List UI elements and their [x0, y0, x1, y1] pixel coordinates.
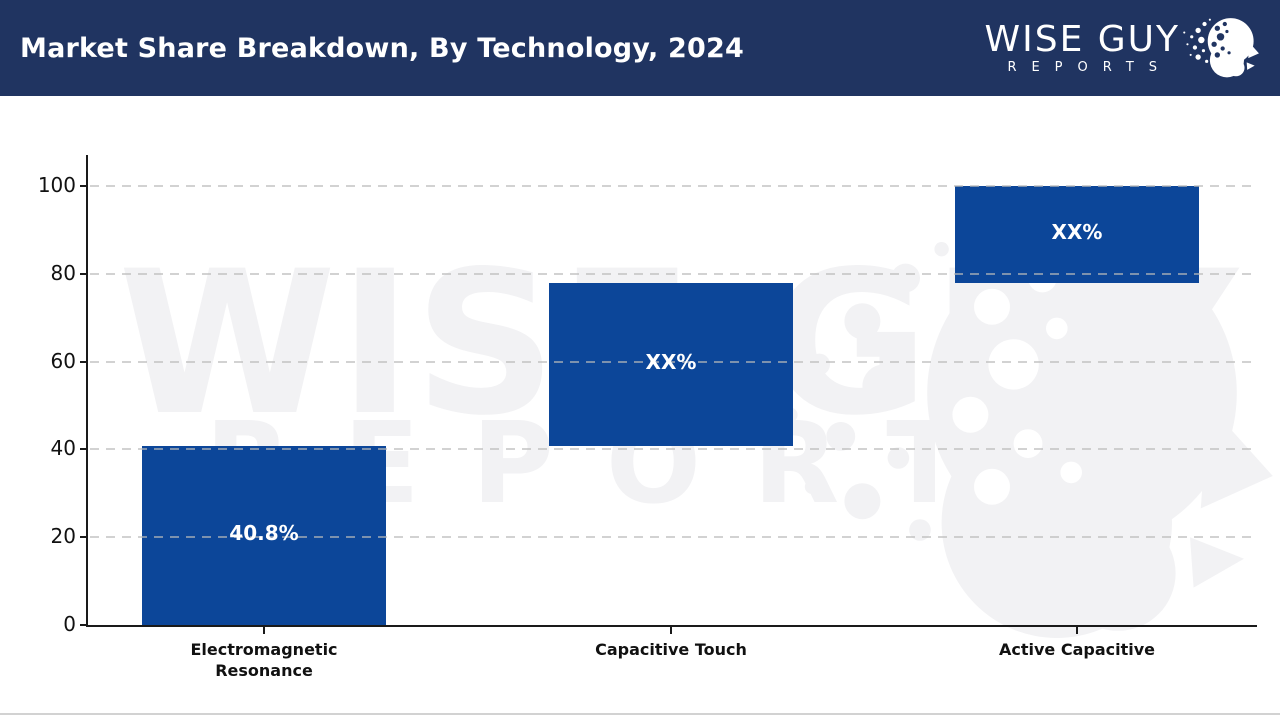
bar-segment — [142, 445, 386, 625]
y-tick-label: 20 — [50, 524, 76, 549]
x-axis-category-label: Capacitive Touch — [595, 640, 747, 659]
bar-value-label: XX% — [1051, 220, 1103, 245]
y-gridline — [90, 360, 1257, 363]
brand-wordmark: WISE GUY REPORTS — [985, 21, 1181, 74]
x-axis-category-label: Electromagnetic Resonance — [190, 640, 338, 680]
x-tick — [670, 627, 672, 634]
y-gridline — [90, 272, 1257, 275]
y-tick — [80, 185, 88, 187]
bar-segment — [955, 186, 1199, 283]
y-axis-line — [86, 155, 88, 627]
header-bar: Market Share Breakdown, By Technology, 2… — [0, 0, 1280, 96]
y-gridline — [90, 448, 1257, 451]
brand-name: WISE GUY — [984, 19, 1180, 61]
y-gridline — [90, 536, 1257, 539]
x-tick — [1076, 627, 1078, 634]
y-tick-label: 80 — [50, 260, 76, 285]
y-gridline — [90, 185, 1257, 187]
y-tick-label: 100 — [37, 173, 76, 197]
y-tick — [80, 272, 88, 275]
bar-segment — [549, 282, 793, 446]
y-tick-label: 40 — [50, 436, 76, 461]
bar-value-label: XX% — [645, 350, 697, 375]
x-tick — [263, 627, 265, 634]
chart-title: Market Share Breakdown, By Technology, 2… — [20, 32, 745, 64]
bar-value-label: 40.8% — [229, 521, 299, 546]
x-axis-line — [86, 625, 1257, 627]
footer-divider — [0, 713, 1280, 715]
brand-logo: WISE GUY REPORTS — [985, 13, 1261, 83]
y-tick-label: 60 — [50, 348, 76, 373]
y-tick — [80, 536, 88, 539]
brand-head-icon — [1180, 13, 1260, 83]
y-tick — [80, 624, 88, 626]
y-tick-label: 0 — [63, 612, 76, 636]
brand-subtitle: REPORTS — [1007, 60, 1173, 76]
y-tick — [80, 448, 88, 451]
y-tick — [80, 360, 88, 363]
x-axis-category-label: Active Capacitive — [998, 640, 1156, 659]
